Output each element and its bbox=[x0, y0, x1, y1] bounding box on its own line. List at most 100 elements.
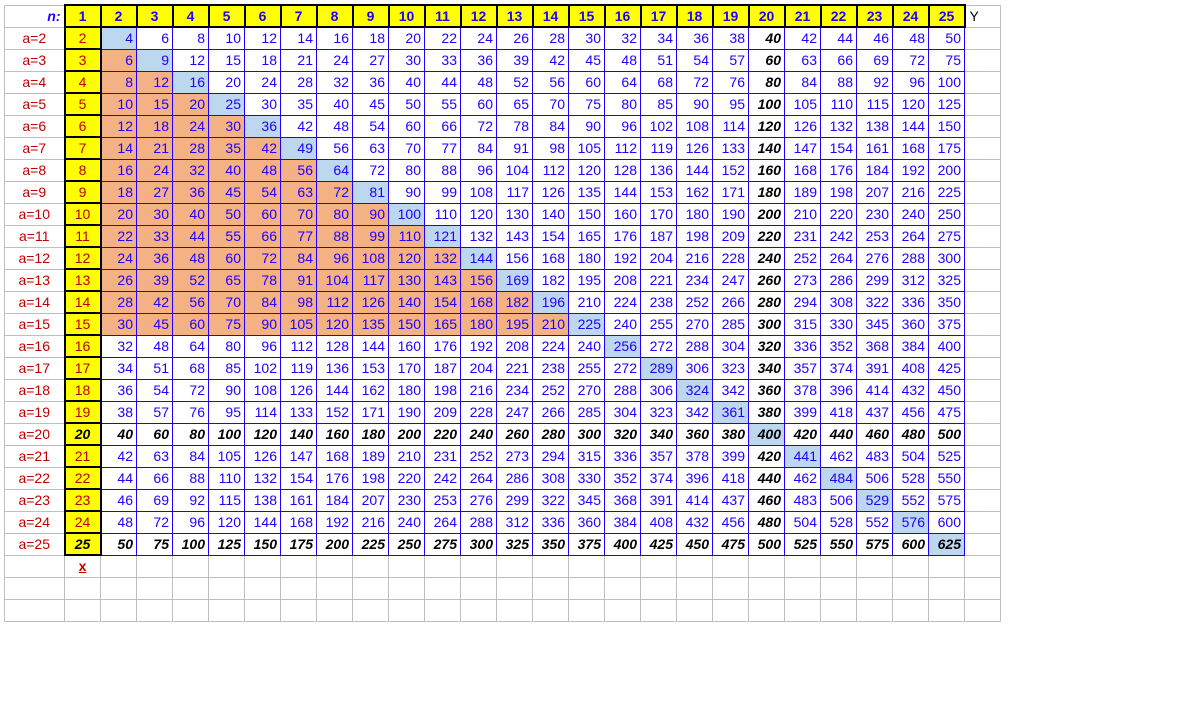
footer-blank-15 bbox=[569, 555, 605, 577]
cell-a20-n4: 80 bbox=[173, 423, 209, 445]
blank-r1-11 bbox=[425, 599, 461, 621]
blank-r1-15 bbox=[569, 599, 605, 621]
cell-a12-n25: 300 bbox=[929, 247, 965, 269]
cell-a22-n5: 110 bbox=[209, 467, 245, 489]
cell-a14-n12: 168 bbox=[461, 291, 497, 313]
blank-r0-23 bbox=[857, 577, 893, 599]
cell-a21-n1: 21 bbox=[65, 445, 101, 467]
blank-r0-6 bbox=[245, 577, 281, 599]
cell-a2-n7: 14 bbox=[281, 27, 317, 49]
cell-a11-n15: 165 bbox=[569, 225, 605, 247]
cell-a2-n25: 50 bbox=[929, 27, 965, 49]
cell-a12-n23: 276 bbox=[857, 247, 893, 269]
cell-a3-n3: 9 bbox=[137, 49, 173, 71]
col-header-2: 2 bbox=[101, 5, 137, 27]
cell-a5-n20: 100 bbox=[749, 93, 785, 115]
cell-a5-n8: 40 bbox=[317, 93, 353, 115]
cell-a12-n15: 180 bbox=[569, 247, 605, 269]
cell-a9-n23: 207 bbox=[857, 181, 893, 203]
cell-a18-n19: 342 bbox=[713, 379, 749, 401]
cell-a10-n3: 30 bbox=[137, 203, 173, 225]
blank-r1-5 bbox=[209, 599, 245, 621]
cell-a5-n7: 35 bbox=[281, 93, 317, 115]
cell-a3-n17: 51 bbox=[641, 49, 677, 71]
blank-r0-7 bbox=[281, 577, 317, 599]
cell-a19-n23: 437 bbox=[857, 401, 893, 423]
cell-a13-n13: 169 bbox=[497, 269, 533, 291]
cell-a5-n5: 25 bbox=[209, 93, 245, 115]
col-header-14: 14 bbox=[533, 5, 569, 27]
cell-a16-n20: 320 bbox=[749, 335, 785, 357]
blank-r1-10 bbox=[389, 599, 425, 621]
cell-a7-n12: 84 bbox=[461, 137, 497, 159]
cell-a22-n1: 22 bbox=[65, 467, 101, 489]
cell-a21-n22: 462 bbox=[821, 445, 857, 467]
row-label-a12: a=12 bbox=[5, 247, 65, 269]
cell-a7-n3: 21 bbox=[137, 137, 173, 159]
cell-a6-n12: 72 bbox=[461, 115, 497, 137]
cell-a8-n3: 24 bbox=[137, 159, 173, 181]
cell-a2-n2: 4 bbox=[101, 27, 137, 49]
cell-a16-n23: 368 bbox=[857, 335, 893, 357]
cell-a18-n22: 396 bbox=[821, 379, 857, 401]
cell-a9-n9: 81 bbox=[353, 181, 389, 203]
cell-a22-n4: 88 bbox=[173, 467, 209, 489]
cell-a25-n15: 375 bbox=[569, 533, 605, 555]
cell-a18-n3: 54 bbox=[137, 379, 173, 401]
cell-a15-n12: 180 bbox=[461, 313, 497, 335]
cell-a19-n20: 380 bbox=[749, 401, 785, 423]
cell-a20-n11: 220 bbox=[425, 423, 461, 445]
cell-a11-n24: 264 bbox=[893, 225, 929, 247]
cell-a18-n20: 360 bbox=[749, 379, 785, 401]
cell-a7-n20: 140 bbox=[749, 137, 785, 159]
cell-a23-n14: 322 bbox=[533, 489, 569, 511]
cell-a10-n19: 190 bbox=[713, 203, 749, 225]
blank-r1-16 bbox=[605, 599, 641, 621]
cell-a22-n10: 220 bbox=[389, 467, 425, 489]
col-header-20: 20 bbox=[749, 5, 785, 27]
cell-a4-n17: 68 bbox=[641, 71, 677, 93]
blank-r0-13 bbox=[497, 577, 533, 599]
cell-a17-n4: 68 bbox=[173, 357, 209, 379]
cell-a8-n2: 16 bbox=[101, 159, 137, 181]
cell-a10-n6: 60 bbox=[245, 203, 281, 225]
cell-a23-n13: 299 bbox=[497, 489, 533, 511]
col-header-4: 4 bbox=[173, 5, 209, 27]
cell-a3-n6: 18 bbox=[245, 49, 281, 71]
row-pad-a18 bbox=[965, 379, 1001, 401]
cell-a25-n2: 50 bbox=[101, 533, 137, 555]
cell-a25-n8: 200 bbox=[317, 533, 353, 555]
cell-a16-n6: 96 bbox=[245, 335, 281, 357]
blank-r1-14 bbox=[533, 599, 569, 621]
cell-a18-n9: 162 bbox=[353, 379, 389, 401]
blank-r1-3 bbox=[137, 599, 173, 621]
blank-r1-17 bbox=[641, 599, 677, 621]
cell-a23-n2: 46 bbox=[101, 489, 137, 511]
cell-a8-n7: 56 bbox=[281, 159, 317, 181]
cell-a25-n22: 550 bbox=[821, 533, 857, 555]
cell-a13-n3: 39 bbox=[137, 269, 173, 291]
cell-a25-n3: 75 bbox=[137, 533, 173, 555]
cell-a21-n17: 357 bbox=[641, 445, 677, 467]
cell-a9-n21: 189 bbox=[785, 181, 821, 203]
blank-r0-15 bbox=[569, 577, 605, 599]
cell-a11-n2: 22 bbox=[101, 225, 137, 247]
cell-a14-n1: 14 bbox=[65, 291, 101, 313]
cell-a13-n12: 156 bbox=[461, 269, 497, 291]
cell-a25-n12: 300 bbox=[461, 533, 497, 555]
cell-a23-n10: 230 bbox=[389, 489, 425, 511]
cell-a15-n7: 105 bbox=[281, 313, 317, 335]
blank-r1-0 bbox=[5, 599, 65, 621]
cell-a17-n9: 153 bbox=[353, 357, 389, 379]
cell-a13-n16: 208 bbox=[605, 269, 641, 291]
cell-a5-n4: 20 bbox=[173, 93, 209, 115]
cell-a24-n10: 240 bbox=[389, 511, 425, 533]
cell-a5-n12: 60 bbox=[461, 93, 497, 115]
blank-r0-5 bbox=[209, 577, 245, 599]
cell-a18-n8: 144 bbox=[317, 379, 353, 401]
cell-a16-n5: 80 bbox=[209, 335, 245, 357]
blank-r0-16 bbox=[605, 577, 641, 599]
cell-a3-n23: 69 bbox=[857, 49, 893, 71]
cell-a15-n18: 270 bbox=[677, 313, 713, 335]
row-label-a7: a=7 bbox=[5, 137, 65, 159]
